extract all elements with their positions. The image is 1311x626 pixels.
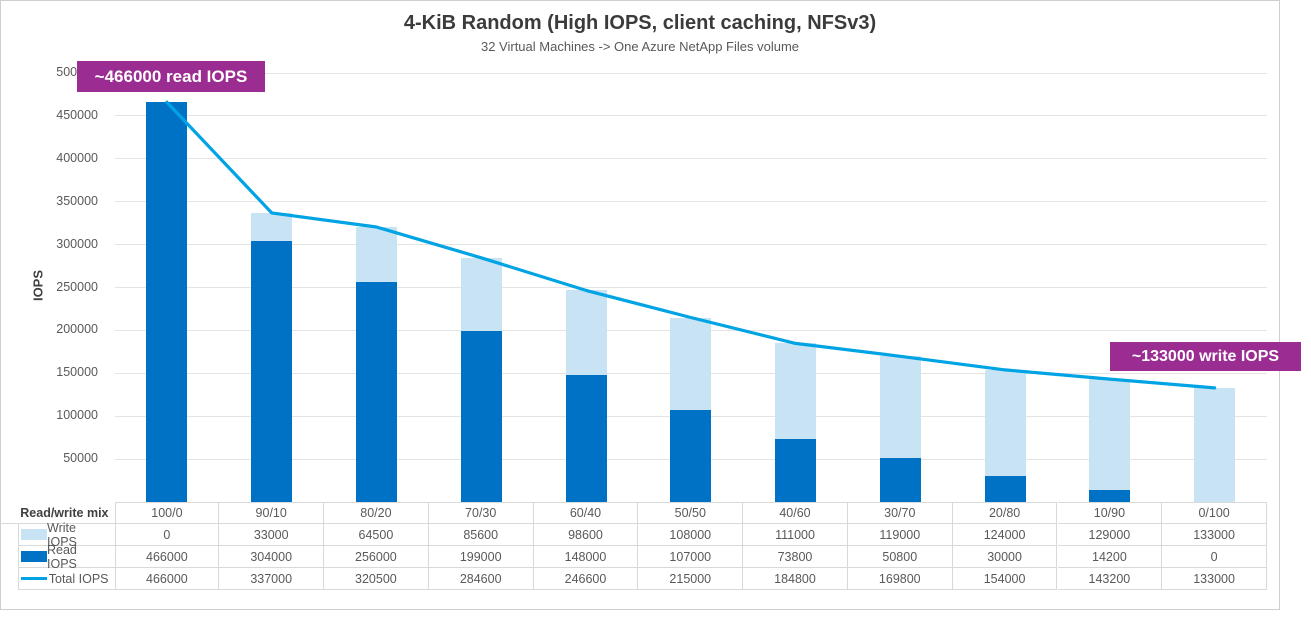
table-value-cell: 98600 [533, 524, 639, 546]
category-cell: 70/30 [428, 502, 534, 524]
table-value-cell: 14200 [1057, 546, 1163, 568]
write-iops-bar [670, 317, 712, 411]
table-value-cell: 169800 [847, 568, 953, 590]
table-value-cell: 50800 [847, 546, 953, 568]
read-iops-legend-key [21, 551, 47, 562]
table-value-cell: 107000 [638, 546, 744, 568]
category-cell: 60/40 [533, 502, 639, 524]
row-header-cell: Read/write mix [0, 502, 115, 524]
y-axis-tick-label: 350000 [56, 193, 98, 208]
table-value-cell: 246600 [533, 568, 639, 590]
table-value-cell: 148000 [533, 546, 639, 568]
y-gridline [114, 115, 1267, 117]
table-value-cell: 108000 [638, 524, 744, 546]
y-axis-tick-label: 150000 [56, 365, 98, 380]
read-iops-bar [565, 375, 607, 502]
read-iops-bar [879, 458, 921, 502]
category-cell: 20/80 [952, 502, 1058, 524]
chart-subtitle: 32 Virtual Machines -> One Azure NetApp … [480, 39, 800, 54]
table-value-cell: 256000 [324, 546, 429, 568]
y-axis-tick-label: 50000 [63, 451, 98, 466]
read-iops-bar [984, 476, 1026, 502]
table-value-cell: 199000 [428, 546, 534, 568]
category-cell: 50/50 [638, 502, 744, 524]
table-value-cell: 73800 [743, 546, 848, 568]
y-gridline [114, 158, 1267, 160]
write-iops-bar [565, 290, 607, 375]
table-value-cell: 133000 [1162, 524, 1267, 546]
write-iops-legend-key [21, 529, 47, 540]
table-value-cell: 466000 [114, 568, 220, 590]
category-cell: 30/70 [847, 502, 953, 524]
y-axis-tick-label: 200000 [56, 322, 98, 337]
write-iops-bar [1089, 379, 1131, 490]
total-iops-legend-key [21, 577, 47, 580]
table-value-cell: 119000 [847, 524, 953, 546]
series-name: Total IOPS [48, 571, 109, 586]
category-cell: 100/0 [114, 502, 220, 524]
table-value-cell: 64500 [324, 524, 429, 546]
read-iops-bar [670, 410, 712, 502]
category-cell: 90/10 [219, 502, 325, 524]
table-value-cell: 0 [1162, 546, 1267, 568]
table-value-cell: 30000 [952, 546, 1058, 568]
write-iops-bar [251, 212, 293, 242]
table-value-cell: 337000 [219, 568, 325, 590]
series-name: Write IOPS [47, 520, 77, 549]
peak-read-annotation: ~466000 read IOPS [77, 61, 265, 92]
table-value-cell: 466000 [114, 546, 220, 568]
table-value-cell: 111000 [743, 524, 848, 546]
y-gridline [114, 201, 1267, 203]
series-name: Read IOPS [47, 542, 77, 571]
y-axis-tick-label: 300000 [56, 236, 98, 251]
y-gridline [114, 72, 1267, 74]
table-value-cell: 124000 [952, 524, 1058, 546]
write-iops-bar [460, 257, 502, 332]
table-value-cell: 133000 [1162, 568, 1267, 590]
read-iops-bar [460, 331, 502, 502]
write-iops-bar [1194, 387, 1236, 502]
write-iops-bar [355, 227, 397, 283]
series-label-cell: Write IOPS [18, 520, 115, 549]
table-value-cell: 284600 [428, 568, 534, 590]
table-value-cell: 184800 [743, 568, 848, 590]
y-axis-tick-label: 450000 [56, 107, 98, 122]
category-cell: 0/100 [1162, 502, 1267, 524]
category-cell: 10/90 [1057, 502, 1163, 524]
y-axis-tick-label: 400000 [56, 150, 98, 165]
table-value-cell: 33000 [219, 524, 325, 546]
chart-title: 4-KiB Random (High IOPS, client caching,… [403, 12, 877, 34]
read-iops-bar [146, 102, 188, 502]
table-value-cell: 85600 [428, 524, 534, 546]
table-value-cell: 154000 [952, 568, 1058, 590]
table-value-cell: 0 [114, 524, 220, 546]
category-cell: 80/20 [324, 502, 429, 524]
table-value-cell: 304000 [219, 546, 325, 568]
table-value-cell: 320500 [324, 568, 429, 590]
series-label-cell: Total IOPS [18, 568, 115, 590]
category-cell: 40/60 [743, 502, 848, 524]
y-axis-tick-label: 100000 [56, 408, 98, 423]
read-iops-bar [1089, 489, 1131, 502]
table-value-cell: 143200 [1057, 568, 1163, 590]
table-value-cell: 215000 [638, 568, 744, 590]
read-iops-bar [251, 241, 293, 502]
y-axis-tick-label: 250000 [56, 279, 98, 294]
write-iops-bar [775, 343, 816, 439]
write-iops-bar [879, 356, 921, 459]
series-label-cell: Read IOPS [18, 542, 115, 571]
read-iops-bar [355, 282, 397, 502]
table-value-cell: 129000 [1057, 524, 1163, 546]
write-iops-bar [984, 369, 1026, 477]
peak-write-annotation: ~133000 write IOPS [1110, 342, 1301, 371]
read-iops-bar [775, 438, 816, 502]
